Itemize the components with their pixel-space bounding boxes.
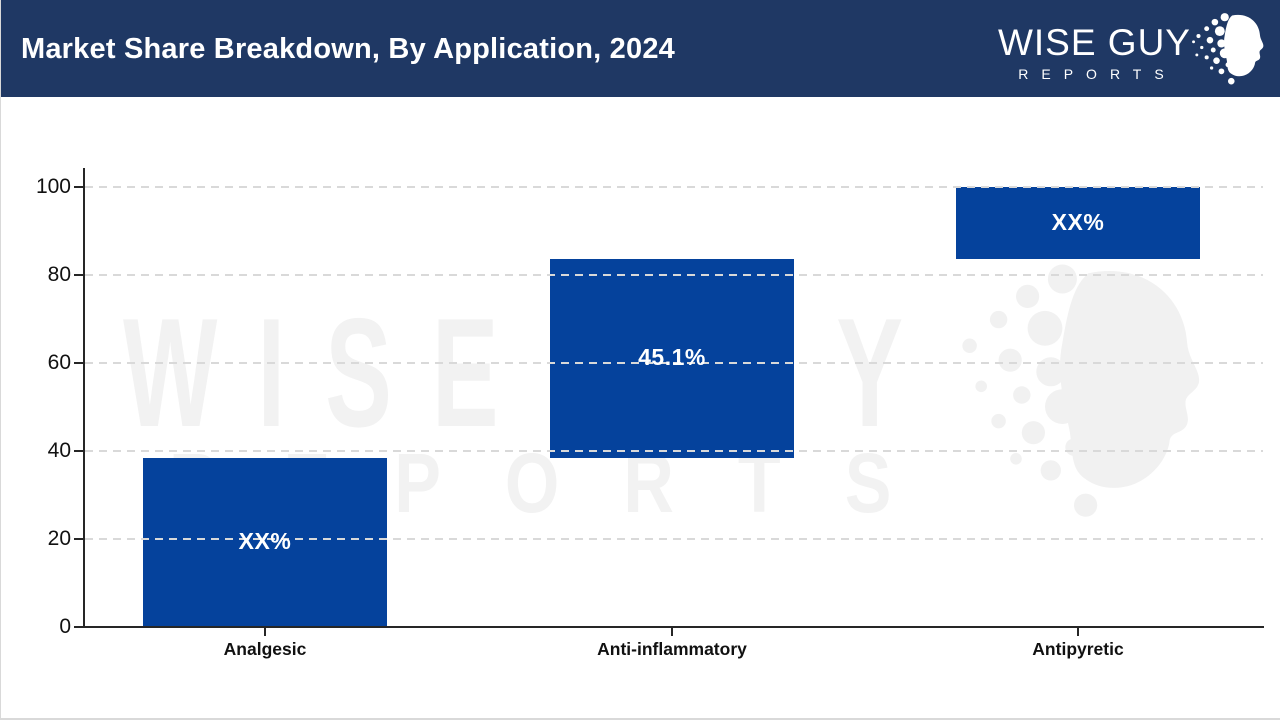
gridline-60	[85, 362, 1263, 364]
bar-analgesic	[143, 457, 387, 627]
logo-wordmark: WISE GUY	[997, 22, 1191, 63]
x-tick-2	[1077, 628, 1079, 636]
logo-subtitle: REPORTS	[1018, 66, 1177, 82]
y-tick-label-80: 80	[47, 263, 71, 286]
y-tick-80	[74, 274, 83, 276]
gridline-80	[85, 274, 1263, 276]
y-tick-0	[74, 626, 83, 628]
bar-value-label: XX%	[238, 528, 292, 555]
x-category-label: Antipyretic	[1032, 639, 1124, 659]
y-tick-label-60: 60	[47, 351, 71, 374]
y-tick-20	[74, 538, 83, 540]
bar-anti-inflammatory	[550, 259, 794, 458]
x-category-label: Analgesic	[223, 639, 307, 659]
logo-text: WISE GUY REPORTS	[998, 22, 1191, 82]
bar-value-label: 45.1%	[638, 344, 706, 371]
head-profile-icon	[1192, 13, 1264, 85]
gridline-20	[85, 538, 1263, 540]
gridline-40	[85, 450, 1263, 452]
wise-guy-logo: WISE GUY REPORTS	[998, 4, 1269, 94]
gridline-100	[85, 186, 1263, 188]
y-tick-40	[74, 450, 83, 452]
y-tick-label-20: 20	[47, 527, 71, 550]
y-tick-100	[74, 186, 83, 188]
x-tick-1	[671, 628, 673, 636]
bar-value-label: XX%	[1051, 209, 1105, 236]
watermark-head-profile-icon	[962, 264, 1200, 517]
header-band: Market Share Breakdown, By Application, …	[1, 0, 1280, 97]
page-title: Market Share Breakdown, By Application, …	[21, 33, 675, 65]
x-category-label: Anti-inflammatory	[597, 639, 747, 659]
bar-antipyretic	[956, 187, 1200, 260]
y-axis-line	[83, 168, 85, 628]
y-tick-label-0: 0	[59, 615, 71, 638]
y-tick-label-100: 100	[35, 175, 71, 198]
y-tick-label-40: 40	[47, 439, 71, 462]
chart-area: WISE GUY REPORTS 0 20 40 60 80 100 XX% Analgesi…	[1, 97, 1280, 718]
y-tick-60	[74, 362, 83, 364]
x-tick-0	[264, 628, 266, 636]
x-axis-line	[83, 626, 1264, 628]
